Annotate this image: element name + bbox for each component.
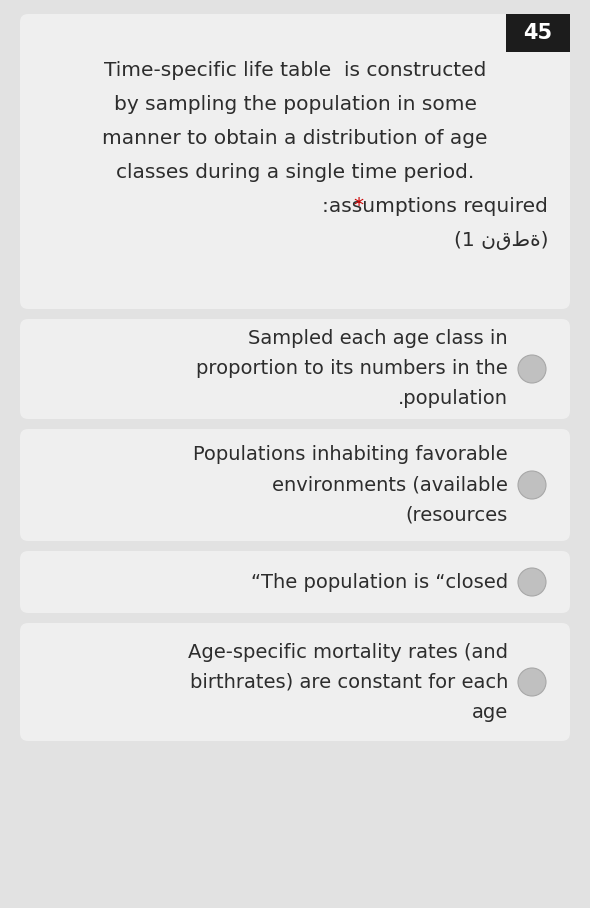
Text: .population: .population <box>398 390 508 409</box>
Circle shape <box>518 568 546 596</box>
FancyBboxPatch shape <box>506 14 570 52</box>
Text: Populations inhabiting favorable: Populations inhabiting favorable <box>194 446 508 465</box>
Text: “The population is “closed: “The population is “closed <box>251 573 508 591</box>
Text: Age-specific mortality rates (and: Age-specific mortality rates (and <box>188 643 508 662</box>
Text: environments (available: environments (available <box>272 476 508 495</box>
FancyBboxPatch shape <box>20 319 570 419</box>
Text: (1 نقطة): (1 نقطة) <box>454 231 548 250</box>
Circle shape <box>518 355 546 383</box>
Text: Time-specific life table  is constructed: Time-specific life table is constructed <box>104 61 486 80</box>
Text: classes during a single time period.: classes during a single time period. <box>116 163 474 182</box>
Text: age: age <box>472 703 508 722</box>
Text: by sampling the population in some: by sampling the population in some <box>113 94 477 114</box>
Text: manner to obtain a distribution of age: manner to obtain a distribution of age <box>102 129 488 147</box>
Circle shape <box>518 471 546 499</box>
FancyBboxPatch shape <box>20 551 570 613</box>
Text: Sampled each age class in: Sampled each age class in <box>248 330 508 349</box>
Text: :assumptions required: :assumptions required <box>322 196 548 215</box>
FancyBboxPatch shape <box>20 14 570 309</box>
Circle shape <box>518 668 546 696</box>
Text: birthrates) are constant for each: birthrates) are constant for each <box>189 673 508 692</box>
FancyBboxPatch shape <box>20 429 570 541</box>
Text: proportion to its numbers in the: proportion to its numbers in the <box>196 360 508 379</box>
Text: (resources: (resources <box>406 506 508 525</box>
Text: *: * <box>353 196 363 215</box>
Text: 45: 45 <box>523 23 553 43</box>
FancyBboxPatch shape <box>20 623 570 741</box>
